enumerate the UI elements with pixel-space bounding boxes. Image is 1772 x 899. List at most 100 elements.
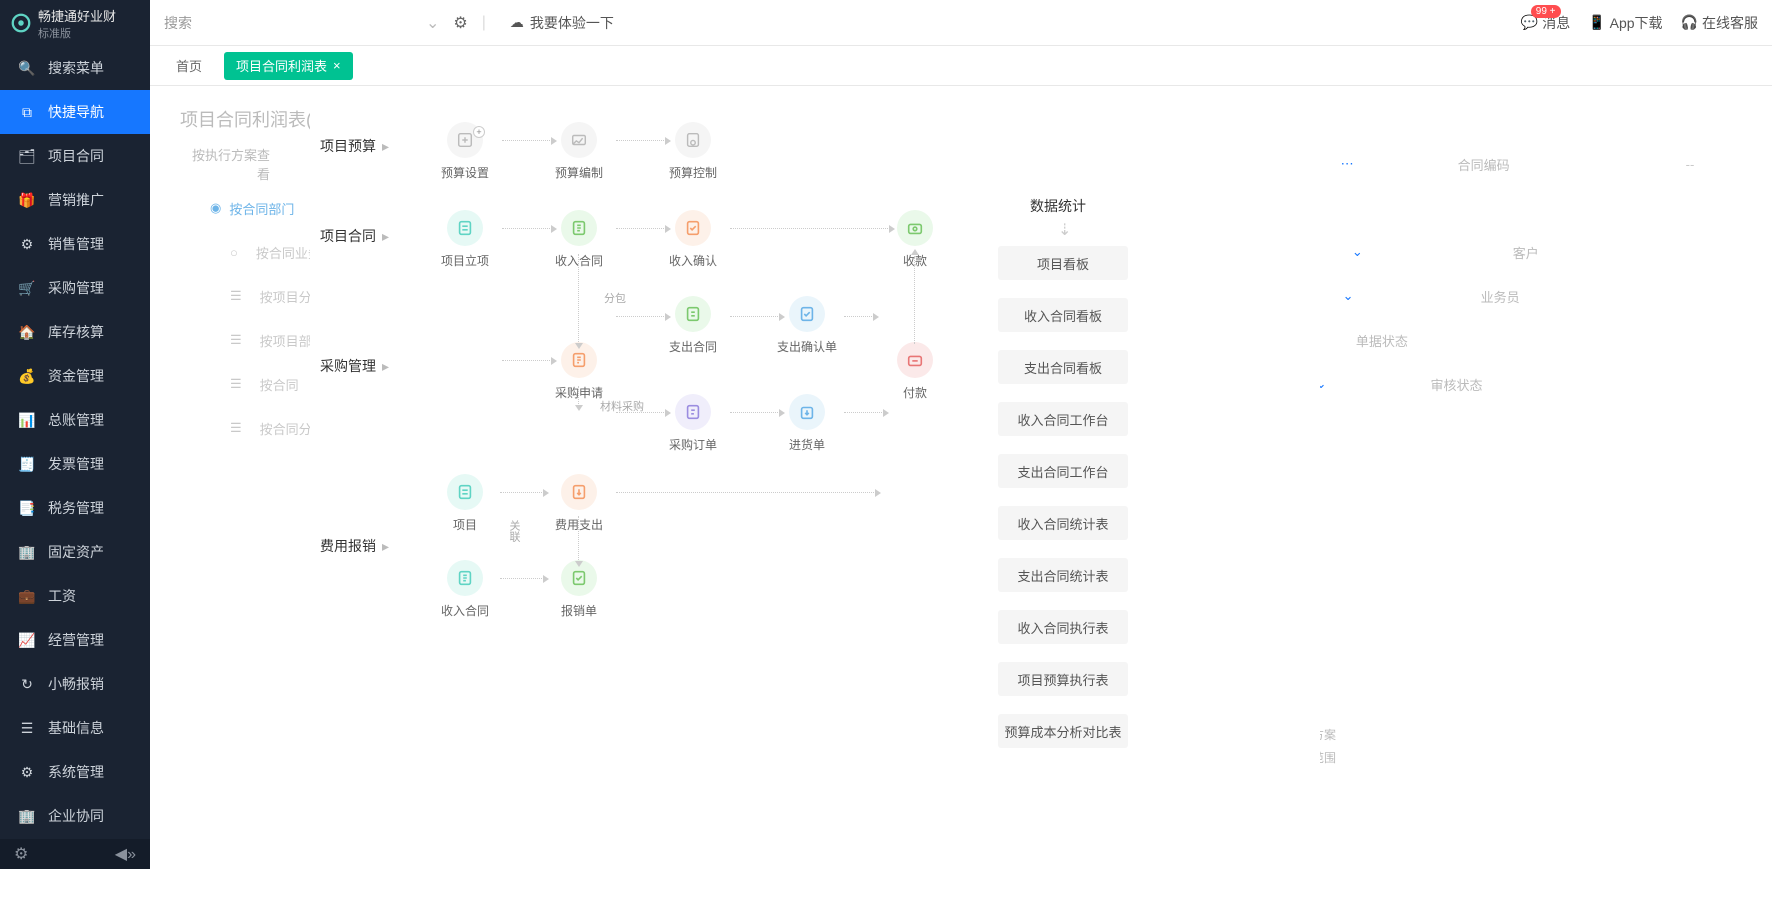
nav-icon: 📊 [18,411,36,429]
search-input[interactable]: 搜索 [164,13,192,33]
flownode-stock-in[interactable]: 进货单 [772,394,842,453]
try-button[interactable]: ☁ 我要体验一下 [510,13,614,33]
stat-button-5[interactable]: 收入合同统计表 [998,506,1128,540]
stat-button-1[interactable]: 收入合同看板 [998,298,1128,332]
sidebar-item-label: 发票管理 [48,454,104,474]
nav-icon: ⚙ [18,235,36,253]
tab-home[interactable]: 首页 [164,52,214,80]
flownode-reimburse[interactable]: 报销单 [544,560,614,619]
sidebar-item-8[interactable]: 📊总账管理 [0,398,150,442]
main-area: 项目合同利润表(按合同部门) 按执行方案查看 合同日期 yyyy-mm-dd 📅… [150,86,1772,899]
sidebar-item-label: 营销推广 [48,190,104,210]
nav-icon: 📈 [18,631,36,649]
download-button[interactable]: 📱 App下载 [1588,13,1662,33]
sidebar-item-16[interactable]: ⚙系统管理 [0,750,150,794]
sidebar-item-label: 搜索菜单 [48,58,104,78]
brand-edition: 标准版 [38,25,116,41]
gear-icon[interactable]: ⚙ [453,13,467,33]
tab-active[interactable]: 项目合同利润表 × [224,52,353,80]
nav-icon: 🎁 [18,191,36,209]
sidebar-item-15[interactable]: ☰基础信息 [0,706,150,750]
section-purchase[interactable]: 采购管理▸ [320,356,389,376]
nav-icon: ↻ [18,675,36,693]
flownode-income-confirm[interactable]: 收入确认 [658,210,728,269]
sidebar-item-4[interactable]: ⚙ 销售管理 [0,222,150,266]
chevron-down-icon[interactable]: ⌄ [1352,244,1363,260]
sidebar-item-label: 项目合同 [48,146,104,166]
nav-icon: 🛒 [18,279,36,297]
sidebar-item-9[interactable]: 🧾 发票管理 [0,442,150,486]
messages-button[interactable]: 💬 消息 99 + [1521,13,1570,33]
flownode-budget-ctrl[interactable]: 预算控制 [658,122,728,181]
flownode-project-init[interactable]: 项目立项 [430,210,500,269]
section-contract[interactable]: 项目合同▸ [320,226,389,246]
sidebar-item-12[interactable]: 💼工资 [0,574,150,618]
sidebar-item-label: 经营管理 [48,630,104,650]
flownode-pay[interactable]: 付款 [880,342,950,401]
list-icon: ☰ [230,288,242,304]
flownode-expense-contract[interactable]: 支出合同 [658,296,728,355]
flownode-purchase-order[interactable]: 采购订单 [658,394,728,453]
settings-icon[interactable]: ⚙ [14,844,28,864]
section-reimburse[interactable]: 费用报销▸ [320,536,389,556]
stat-button-6[interactable]: 支出合同统计表 [998,558,1128,592]
flownode-purchase-req[interactable]: 采购申请 [544,342,614,401]
nav-icon: 📑 [18,499,36,517]
chevron-down-icon[interactable]: ⌄ [426,13,439,33]
flownode-budget-set[interactable]: 预算设置 [430,122,500,181]
brand-name: 畅捷通好业财 [38,6,116,25]
stat-button-4[interactable]: 支出合同工作台 [998,454,1128,488]
sidebar-item-5[interactable]: 🛒 采购管理 [0,266,150,310]
nav-icon: 🗂 [18,147,36,165]
flownode-project[interactable]: 项目 [430,474,500,533]
flownode-receive[interactable]: 收款 [880,210,950,269]
sidebar-item-11[interactable]: 🏢固定资产 [0,530,150,574]
sidebar-item-14[interactable]: ↻小畅报销 [0,662,150,706]
sidebar-item-6[interactable]: 🏠 库存核算 [0,310,150,354]
section-budget[interactable]: 项目预算▸ [320,136,389,156]
stat-button-0[interactable]: 项目看板 [998,246,1128,280]
sidebar-item-7[interactable]: 💰资金管理 [0,354,150,398]
stat-button-2[interactable]: 支出合同看板 [998,350,1128,384]
stat-button-7[interactable]: 收入合同执行表 [998,610,1128,644]
radio-icon: ○ [230,245,238,260]
message-badge: 99 + [1531,5,1561,18]
nav-icon: 💰 [18,367,36,385]
quicknav-overlay: 项目预算▸ 项目合同▸ 采购管理▸ 费用报销▸ 预算设置 + 预算编制 预算控制 [310,96,1320,896]
sidebar-item-2[interactable]: 🗂 项目合同 [0,134,150,178]
sidebar-item-0[interactable]: 🔍搜索菜单 [0,46,150,90]
flownode-expense-confirm[interactable]: 支出确认单 [772,296,842,355]
sidebar-item-10[interactable]: 📑税务管理 [0,486,150,530]
list-icon: ☰ [230,376,242,392]
logo-icon [10,12,32,34]
sidebar-item-label: 库存核算 [48,322,104,342]
flownode-income-contract[interactable]: 收入合同 [544,210,614,269]
sidebar-item-1[interactable]: ⧉快捷导航 [0,90,150,134]
nav-icon: 🏢 [18,543,36,561]
collapse-icon[interactable]: ◀» [115,844,136,864]
stat-button-8[interactable]: 项目预算执行表 [998,662,1128,696]
flownode-budget-make[interactable]: 预算编制 [544,122,614,181]
brand-header: 畅捷通好业财 标准版 [0,0,150,46]
flownode-expense-out[interactable]: 费用支出 [544,474,614,533]
stat-button-9[interactable]: 预算成本分析对比表 [998,714,1128,748]
sidebar-item-label: 销售管理 [48,234,104,254]
list-icon: ☰ [230,420,242,436]
sidebar-item-3[interactable]: 🎁 营销推广 [0,178,150,222]
sidebar-item-13[interactable]: 📈 经营管理 [0,618,150,662]
sidebar-item-label: 采购管理 [48,278,104,298]
more-icon[interactable]: ⋯ [1341,156,1354,172]
chevron-down-icon[interactable]: ⌄ [1343,288,1354,304]
sidebar-item-17[interactable]: 🏢企业协同 [0,794,150,838]
flownode-income-contract-2[interactable]: 收入合同 [430,560,500,619]
sidebar: 畅捷通好业财 标准版 🔍搜索菜单⧉快捷导航 🗂 项目合同 🎁 营销推广 ⚙ 销售管理 🛒 采购管… [0,0,150,869]
headset-icon: 🎧 [1681,14,1698,31]
arrow-down-icon: ⇣ [1058,220,1071,240]
sidebar-item-label: 快捷导航 [48,102,104,122]
nav-icon: 🧾 [18,455,36,473]
stat-button-3[interactable]: 收入合同工作台 [998,402,1128,436]
close-icon[interactable]: × [333,58,341,73]
nav-icon: 🏠 [18,323,36,341]
sidebar-item-label: 工资 [48,586,76,606]
service-button[interactable]: 🎧 在线客服 [1681,13,1758,33]
